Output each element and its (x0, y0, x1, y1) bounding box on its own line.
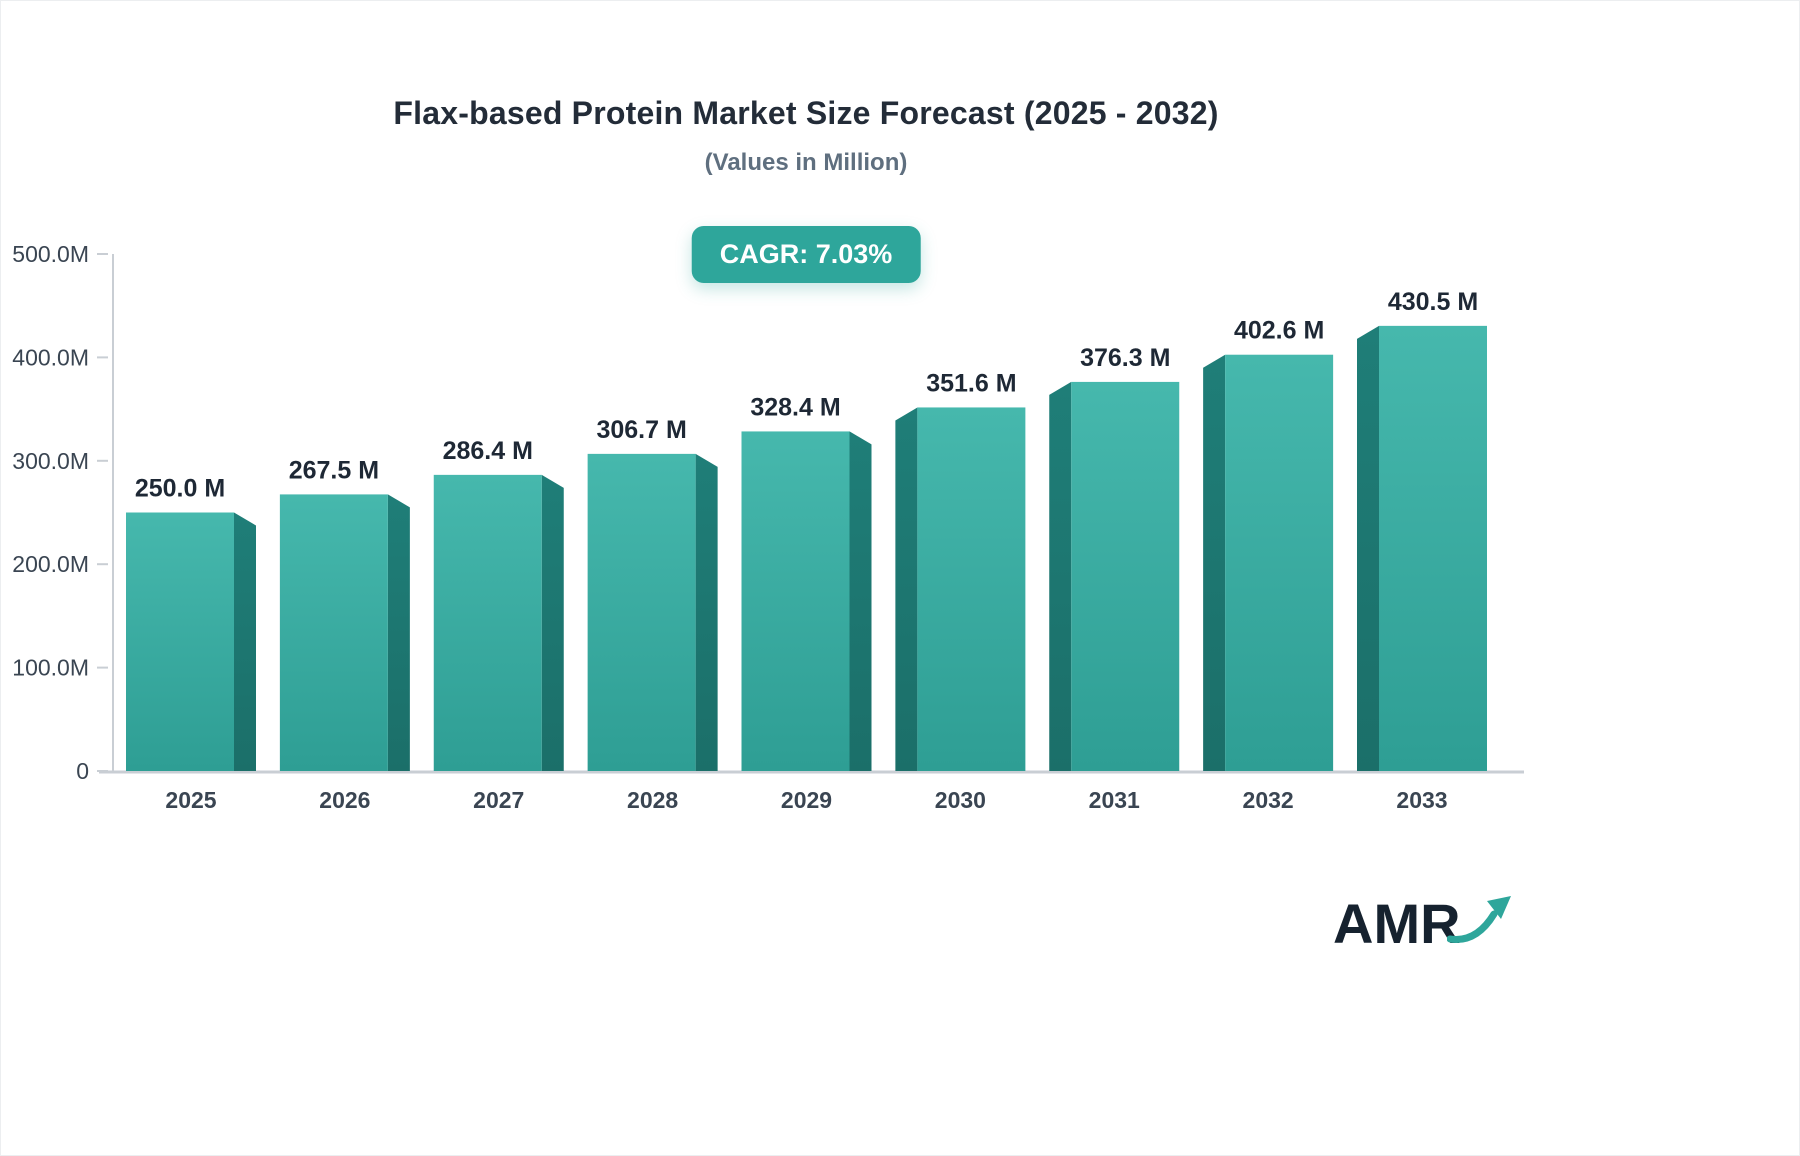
bar-side-face (1203, 354, 1226, 771)
x-axis-category-label: 2032 (1243, 787, 1294, 813)
bar-side-face (895, 407, 918, 771)
bar (741, 431, 850, 771)
bar (587, 453, 696, 771)
bar-side-face (849, 431, 872, 771)
x-axis-category-label: 2027 (473, 787, 524, 813)
x-axis-category-label: 2026 (319, 787, 370, 813)
trend-up-arrow-icon (1446, 895, 1511, 943)
bar-side-face (234, 512, 256, 771)
y-tick-label: 0 (76, 758, 89, 784)
bar (279, 494, 388, 771)
bar (126, 512, 234, 771)
amr-logo: AMR (1333, 891, 1513, 956)
chart-subtitle: (Values in Million) (704, 149, 908, 176)
bar-side-face (695, 453, 718, 771)
x-axis-category-label: 2031 (1089, 787, 1140, 813)
bar-value-label: 328.4 M (750, 393, 840, 421)
y-tick-label: 100.0M (12, 655, 89, 681)
bar-value-label: 376.3 M (1080, 344, 1170, 372)
bar (433, 474, 542, 771)
bar-side-face (1357, 325, 1379, 771)
bar-value-label: 306.7 M (596, 416, 686, 444)
bar-value-label: 267.5 M (289, 456, 379, 484)
logo-text: AMR (1333, 892, 1461, 955)
bar-chart: 0 100.0M 200.0M 300.0M 400.0M 500.0M 250.0 M 20… (12, 241, 1524, 813)
x-axis-category-label: 2030 (935, 787, 986, 813)
bar-value-label: 286.4 M (443, 437, 533, 465)
y-tick-label: 400.0M (12, 344, 89, 370)
bar-side-face (541, 474, 564, 771)
bar-value-label: 351.6 M (926, 369, 1016, 397)
bar (1225, 354, 1334, 771)
y-tick-label: 300.0M (12, 448, 89, 474)
x-axis-category-label: 2025 (165, 787, 216, 813)
bar (917, 407, 1026, 771)
bar (1379, 325, 1487, 771)
bar-side-face (1049, 381, 1072, 771)
x-axis-category-label: 2033 (1396, 787, 1447, 813)
bar-value-label: 250.0 M (135, 475, 225, 503)
y-tick-label: 200.0M (12, 551, 89, 577)
x-axis-category-label: 2028 (627, 787, 678, 813)
cagr-label: CAGR: 7.03% (719, 239, 893, 269)
bar-value-label: 402.6 M (1234, 317, 1324, 345)
chart-title: Flax-based Protein Market Size Forecast … (393, 95, 1219, 131)
y-tick-label: 500.0M (12, 241, 89, 267)
bar-value-label: 430.5 M (1388, 288, 1478, 316)
bar-side-face (387, 494, 410, 771)
cagr-badge: CAGR: 7.03% (691, 226, 921, 283)
x-axis-category-label: 2029 (781, 787, 832, 813)
bar (1071, 381, 1180, 771)
